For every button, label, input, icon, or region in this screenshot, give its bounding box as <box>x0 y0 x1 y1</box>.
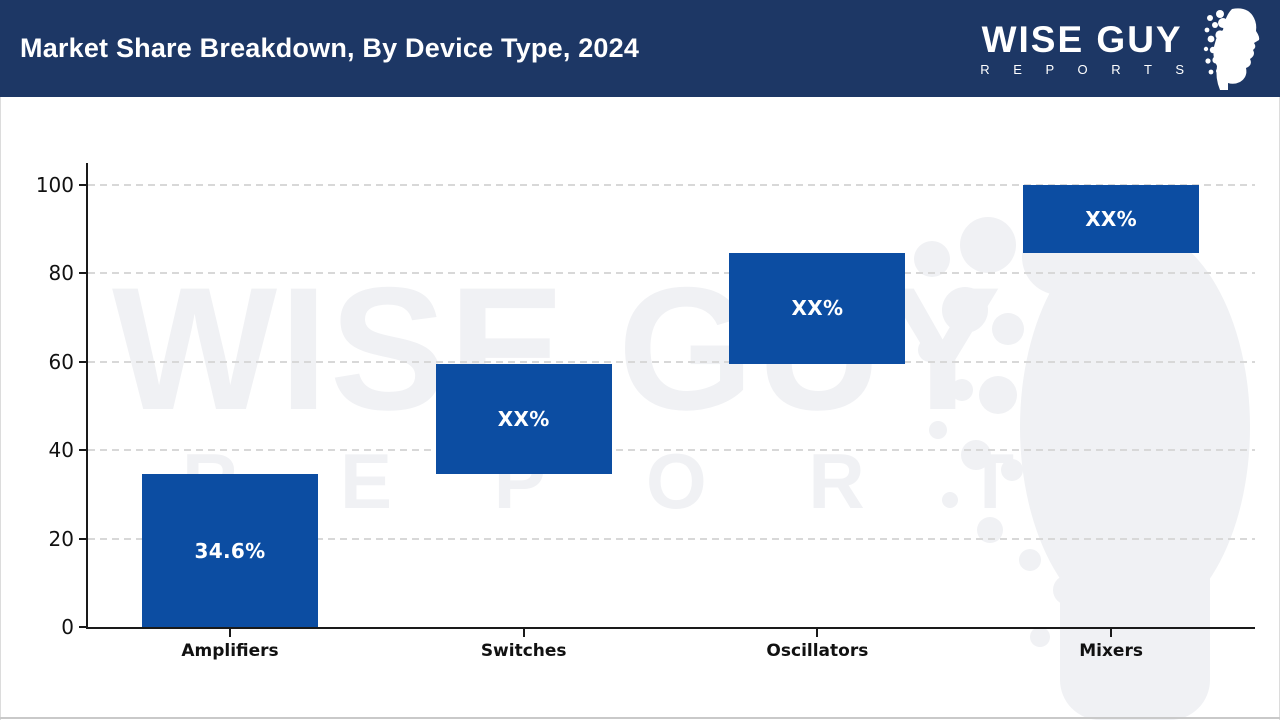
bar-mixers: XX% <box>1023 185 1200 254</box>
y-tick-label-60: 60 <box>48 349 74 374</box>
y-tick-mark-40 <box>79 449 87 452</box>
left-edge-trim <box>0 97 1 720</box>
y-tick-mark-20 <box>79 537 87 540</box>
category-label-mixers: Mixers <box>1079 641 1143 661</box>
x-axis-spine <box>86 627 1255 629</box>
bar-value-label: XX% <box>791 296 844 321</box>
y-tick-label-0: 0 <box>61 615 74 639</box>
bar-amplifiers: 34.6% <box>142 474 318 627</box>
category-label-oscillators: Oscillators <box>766 641 869 661</box>
header-bar: Market Share Breakdown, By Device Type, … <box>0 0 1280 97</box>
bar-value-label: XX% <box>497 406 550 431</box>
wise-guy-reports-logo: WISE GUY R E P O R T S <box>970 6 1264 92</box>
logo-subtitle: R E P O R T S <box>980 61 1194 77</box>
gridline-y80 <box>88 272 1255 275</box>
x-tick-mark-3 <box>1110 629 1113 637</box>
logo-wordmark: WISE GUY <box>981 18 1183 60</box>
y-tick-mark-100 <box>79 184 87 186</box>
gridline-y60 <box>88 360 1255 363</box>
gridline-y40 <box>88 449 1255 452</box>
category-label-amplifiers: Amplifiers <box>181 641 279 661</box>
bar-value-label: XX% <box>1085 207 1137 232</box>
bar-oscillators: XX% <box>729 253 906 364</box>
y-tick-mark-80 <box>79 272 87 275</box>
bottom-edge-trim <box>0 717 1280 719</box>
bar-value-label: 34.6% <box>194 538 266 563</box>
dotted-head-icon <box>1203 7 1260 90</box>
watermark-subtitle: R E P O R T S <box>182 437 1208 525</box>
y-tick-mark-0 <box>79 626 87 628</box>
logo-text: WISE GUY R E P O R T S <box>970 21 1194 77</box>
y-tick-label-40: 40 <box>48 438 74 463</box>
gridline-y100 <box>88 184 1255 186</box>
chart-plot-area: 0 20 40 60 80 100 34.6% Amplifiers XX% Switches XX… <box>0 97 1280 720</box>
x-tick-mark-0 <box>229 629 231 637</box>
bar-switches: XX% <box>435 363 612 475</box>
page-title: Market Share Breakdown, By Device Type, … <box>20 33 640 63</box>
y-tick-mark-60 <box>79 360 87 363</box>
gridline-y20 <box>88 537 1255 540</box>
x-tick-mark-2 <box>816 629 819 637</box>
y-tick-label-100: 100 <box>35 173 74 197</box>
y-tick-label-80: 80 <box>48 261 74 286</box>
y-tick-label-20: 20 <box>48 526 74 551</box>
category-label-switches: Switches <box>480 641 567 661</box>
y-axis-spine <box>86 163 88 629</box>
x-tick-mark-1 <box>522 629 525 637</box>
